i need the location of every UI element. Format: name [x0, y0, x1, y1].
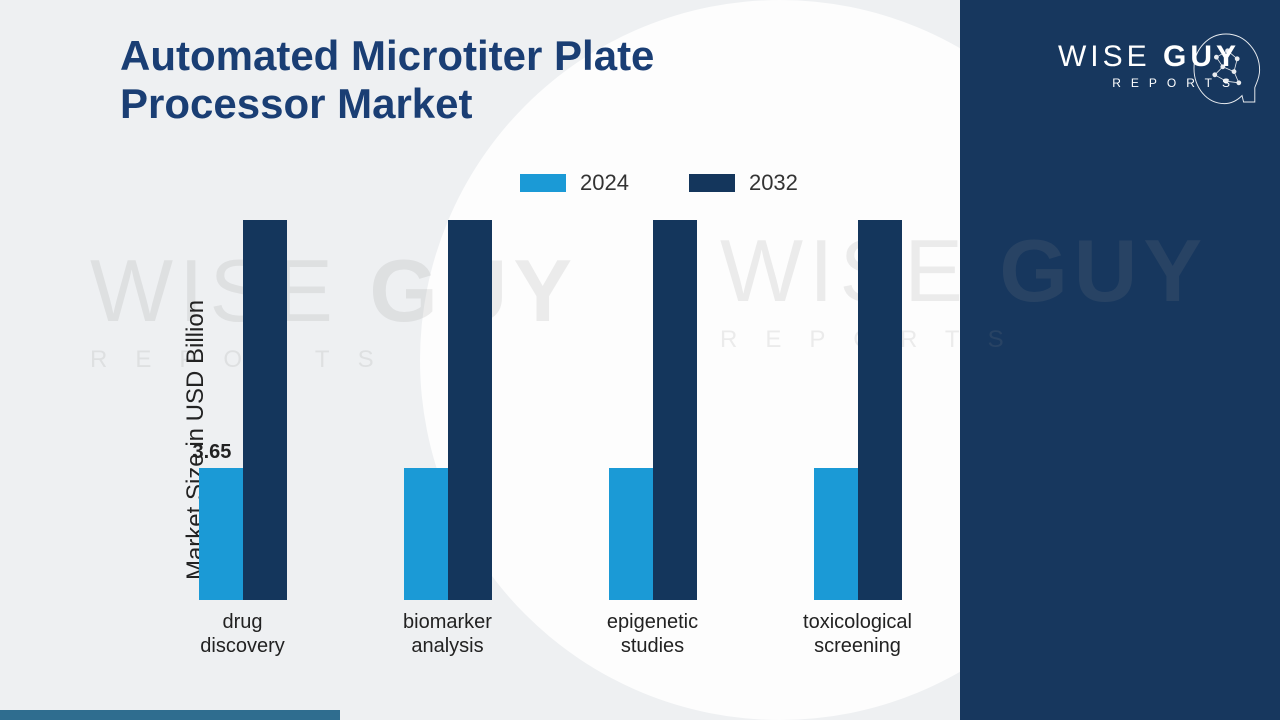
logo-subtext: REPORTS	[1058, 76, 1240, 90]
bar-cluster	[573, 220, 733, 600]
plot-area: 3.65	[140, 220, 960, 600]
x-axis-label: biomarkeranalysis	[368, 604, 528, 660]
bar-value-label: 3.65	[193, 441, 232, 464]
bar-2024	[814, 468, 858, 600]
bar-cluster	[368, 220, 528, 600]
legend-item-2024: 2024	[520, 170, 629, 196]
bottom-accent-bar	[0, 710, 340, 720]
page-root: WISE GUY REPORTS Automated Microtiter Pl…	[0, 0, 1280, 720]
legend-swatch-2024	[520, 174, 566, 192]
legend-swatch-2032	[689, 174, 735, 192]
logo-text-1: WISE	[1058, 40, 1151, 73]
bar-chart: Market Size in USD Billion 3.65 drugdisc…	[80, 220, 960, 660]
bar-2032	[653, 220, 697, 600]
legend: 2024 2032	[520, 170, 798, 196]
legend-label-2032: 2032	[749, 170, 798, 196]
legend-label-2024: 2024	[580, 170, 629, 196]
bar-cluster: 3.65	[163, 220, 323, 600]
brand-logo: WISE GUY REPORTS	[1058, 40, 1240, 90]
bar-2024	[199, 468, 243, 600]
x-axis-label: drugdiscovery	[163, 604, 323, 660]
x-axis-label: epigeneticstudies	[573, 604, 733, 660]
legend-item-2032: 2032	[689, 170, 798, 196]
bar-2032	[448, 220, 492, 600]
x-axis-label: toxicologicalscreening	[778, 604, 938, 660]
logo-text-2: GUY	[1163, 40, 1240, 73]
bar-2024	[609, 468, 653, 600]
bar-2032	[243, 220, 287, 600]
bar-2032	[858, 220, 902, 600]
bar-cluster	[778, 220, 938, 600]
chart-title: Automated Microtiter Plate Processor Mar…	[120, 32, 740, 129]
bar-2024	[404, 468, 448, 600]
x-axis-labels: drugdiscovery biomarkeranalysis epigenetic…	[140, 604, 960, 660]
